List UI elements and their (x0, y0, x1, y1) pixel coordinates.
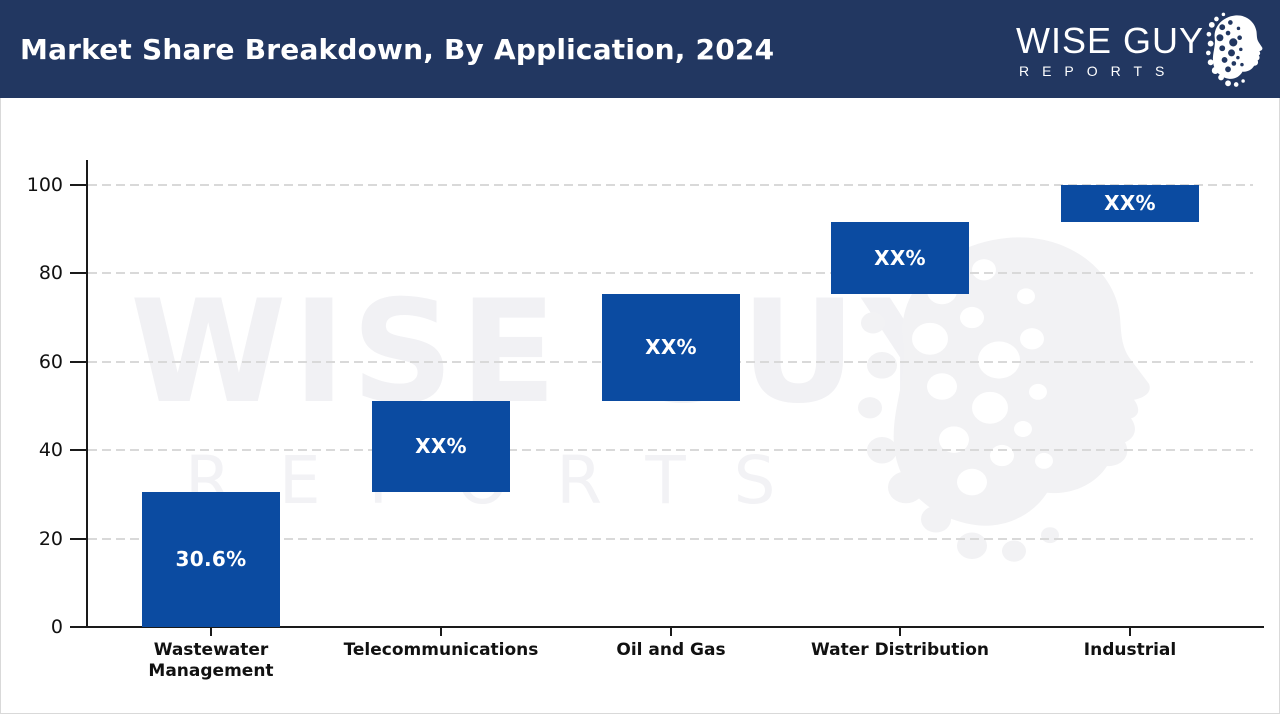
gridline (88, 272, 1253, 275)
x-tick-label: Telecommunications (343, 640, 539, 660)
bar-value-label: XX% (415, 434, 467, 459)
bar-industrial: XX% (1061, 185, 1199, 222)
y-tick-mark (70, 537, 86, 540)
logo-face-icon (1206, 12, 1263, 87)
x-axis-line (86, 626, 1264, 628)
y-tick-label: 40 (38, 439, 63, 462)
gridline (88, 184, 1253, 186)
x-tick-label: Water Distribution (811, 640, 989, 660)
bar-value-label: XX% (874, 245, 926, 270)
page-title: Market Share Breakdown, By Application, … (20, 32, 775, 66)
y-tick-label: 0 (50, 616, 63, 638)
bar-telecommunications: XX% (372, 401, 510, 492)
header-bar: Market Share Breakdown, By Application, … (0, 0, 1280, 98)
x-tick-label: Oil and Gas (616, 640, 726, 660)
wise-guy-logo: WISE GUY REPORTS (1016, 10, 1264, 90)
x-tick-mark (210, 627, 212, 636)
bar-oil-and-gas: XX% (602, 293, 740, 402)
bar-value-label: XX% (1104, 191, 1156, 216)
bar-value-label: XX% (645, 335, 697, 360)
y-tick-mark (70, 184, 86, 186)
x-tick-mark (899, 627, 901, 636)
x-tick-label: Industrial (1083, 640, 1177, 660)
logo-text: WISE GUY REPORTS (1015, 19, 1204, 79)
bar-wastewater-management: 30.6% (142, 491, 280, 627)
gridline (88, 449, 1253, 452)
watermark-wordmark: WISE GUY (130, 270, 971, 435)
y-tick-mark (70, 626, 86, 628)
y-tick-label: 20 (38, 527, 63, 550)
logo-subtitle: REPORTS (1018, 62, 1178, 79)
y-axis-line (86, 160, 88, 628)
y-tick-label: 100 (26, 174, 63, 196)
x-tick-mark (440, 627, 442, 636)
x-tick-label: Wastewater Management (148, 640, 274, 681)
y-tick-label: 80 (38, 262, 63, 285)
x-tick-mark (1129, 627, 1131, 636)
logo-wordmark: WISE GUY (1015, 19, 1204, 61)
y-tick-label: 60 (38, 350, 63, 373)
bar-value-label: 30.6% (175, 547, 247, 572)
bar-water-distribution: XX% (831, 221, 969, 294)
y-tick-mark (70, 449, 86, 452)
gridline (88, 537, 1253, 540)
y-tick-mark (70, 360, 86, 363)
y-tick-mark (70, 272, 86, 275)
x-tick-mark (670, 627, 672, 636)
